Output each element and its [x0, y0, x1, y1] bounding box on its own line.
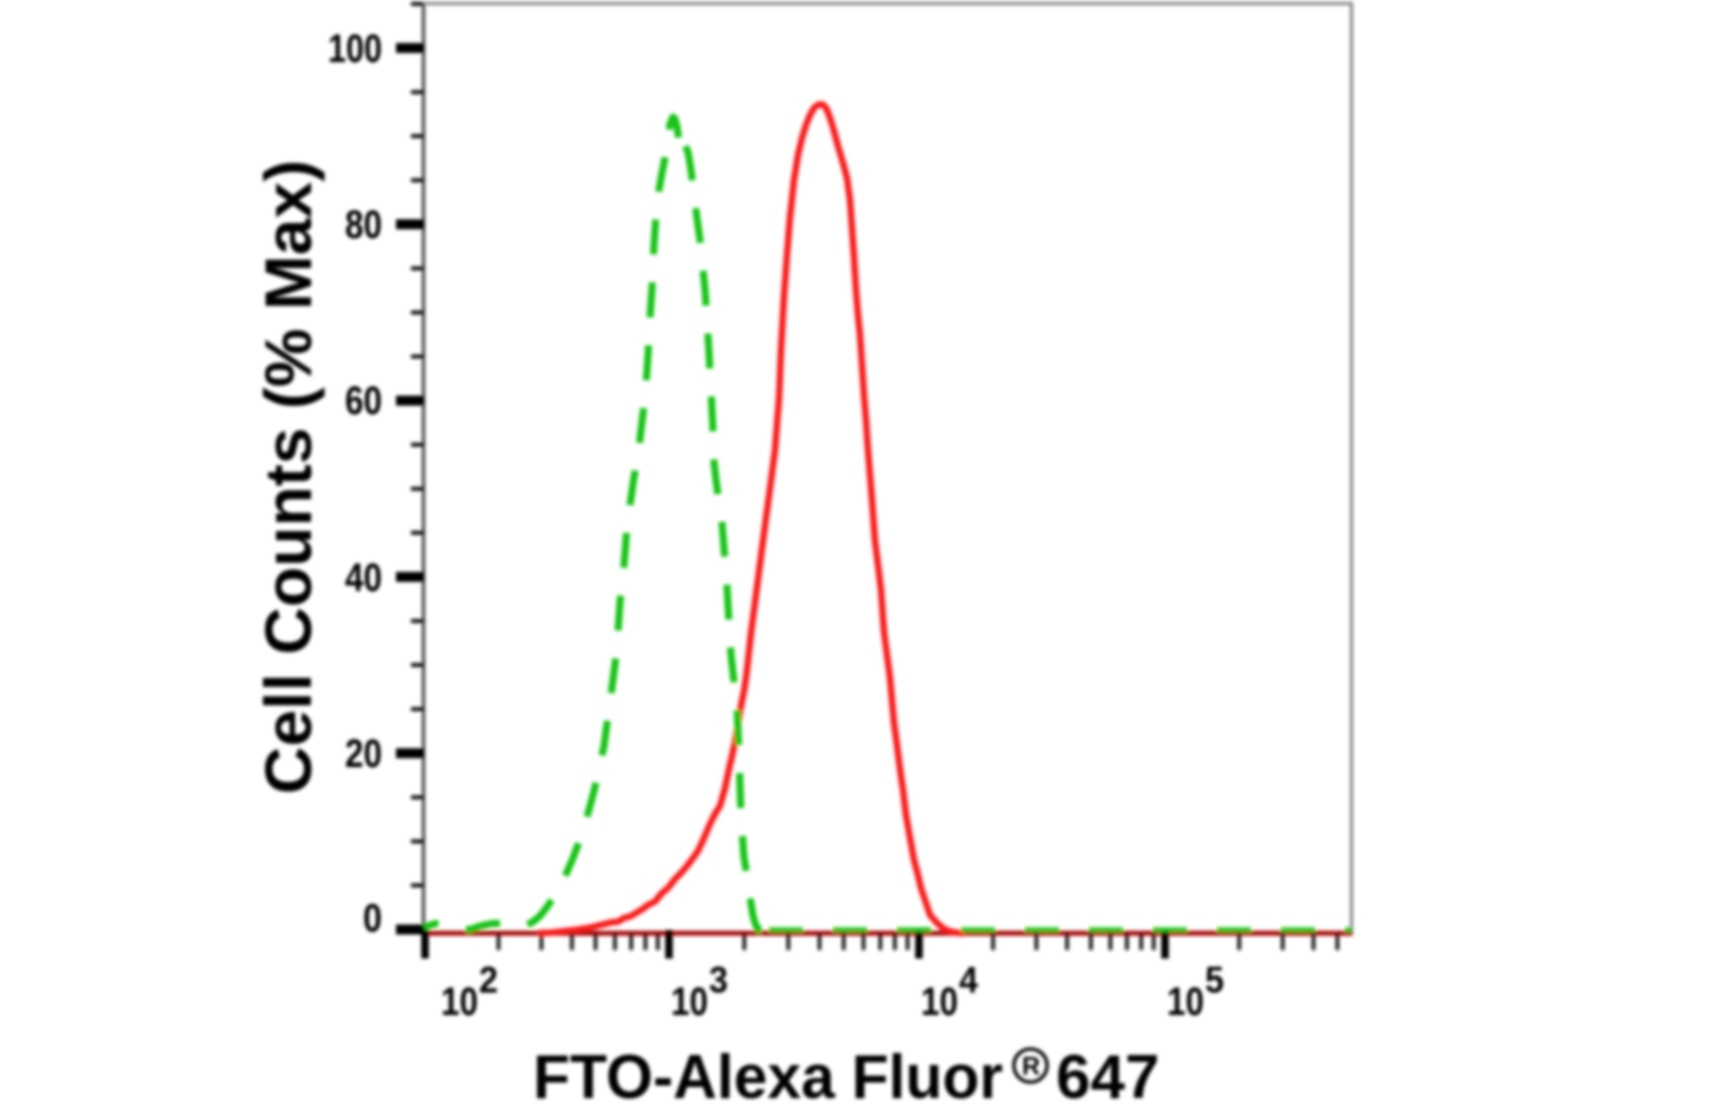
svg-text:FTO-Alexa Fluor: FTO-Alexa Fluor: [533, 1043, 1003, 1112]
svg-text:20: 20: [345, 732, 382, 776]
svg-text:647: 647: [1056, 1043, 1159, 1112]
svg-text:100: 100: [328, 27, 382, 71]
svg-text:80: 80: [345, 203, 382, 247]
svg-text:R: R: [1022, 1053, 1040, 1081]
svg-text:2: 2: [479, 960, 498, 1001]
svg-text:0: 0: [363, 897, 382, 941]
svg-text:10: 10: [441, 980, 478, 1024]
svg-text:4: 4: [959, 960, 978, 1001]
svg-text:10: 10: [1167, 980, 1204, 1024]
svg-text:60: 60: [345, 379, 382, 423]
svg-text:5: 5: [1205, 960, 1224, 1001]
svg-text:10: 10: [671, 980, 708, 1024]
svg-text:10: 10: [921, 980, 958, 1024]
svg-text:40: 40: [345, 556, 382, 600]
svg-text:Cell Counts (% Max): Cell Counts (% Max): [251, 160, 325, 794]
svg-text:3: 3: [709, 960, 728, 1001]
